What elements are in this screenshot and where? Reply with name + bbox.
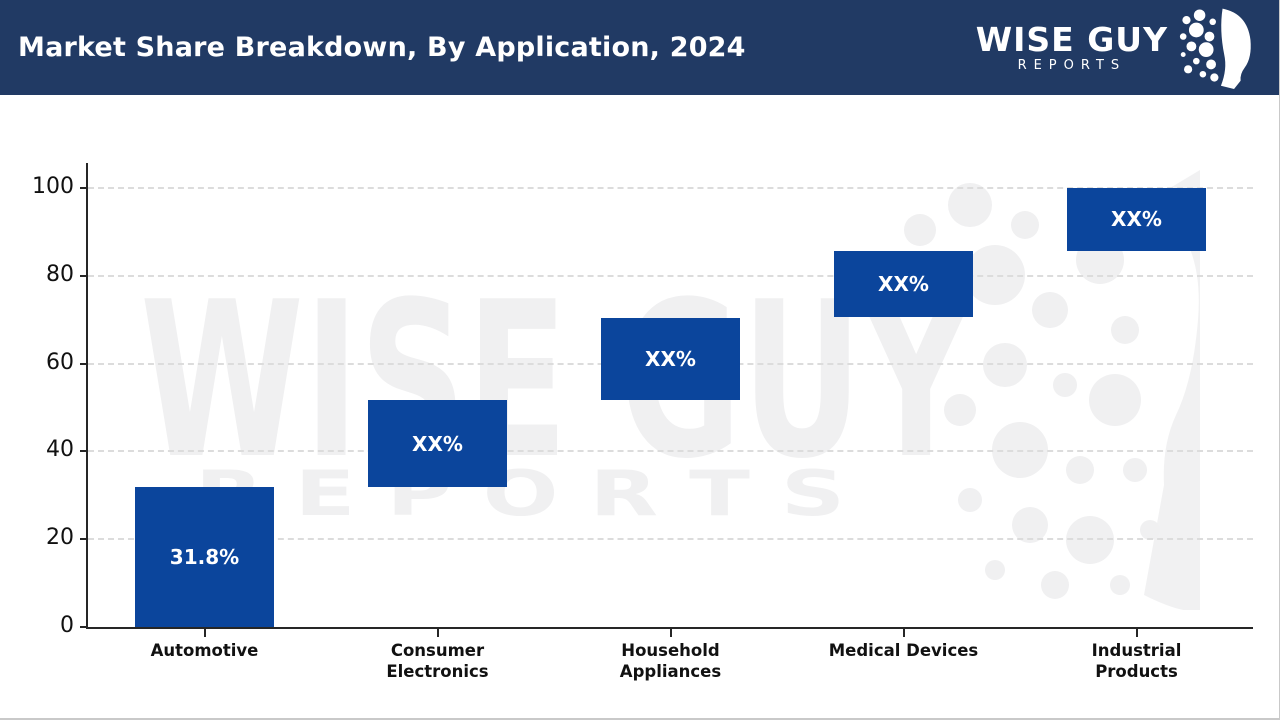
- x-category-label: Industrial Products: [1091, 641, 1182, 681]
- bar-industrial-products: XX%: [1067, 188, 1206, 251]
- y-tick-mark: [80, 538, 88, 541]
- bar-value-label: XX%: [1111, 207, 1162, 232]
- gridline-y100: [88, 187, 1253, 189]
- bar-value-label: 31.8%: [169, 545, 240, 570]
- bar-automotive: 31.8%: [135, 487, 274, 627]
- bar-value-label: XX%: [878, 271, 929, 296]
- y-tick-label: 80: [46, 261, 74, 287]
- x-tick-mark: [203, 629, 206, 637]
- bar-household-appliances: XX%: [601, 317, 740, 400]
- y-tick-label: 60: [46, 349, 74, 375]
- y-tick-label: 20: [46, 525, 74, 551]
- x-category-label: Automotive: [150, 641, 259, 660]
- brand-logo-text: WISE GUY REPORTS: [976, 23, 1168, 72]
- page-title: Market Share Breakdown, By Application, …: [18, 32, 746, 63]
- bar-value-label: XX%: [412, 431, 463, 456]
- y-tick-mark: [80, 450, 88, 453]
- x-category-label: Consumer Electronics: [386, 641, 489, 681]
- x-axis-line: [86, 627, 1253, 629]
- y-axis-line: [86, 163, 88, 629]
- brand-face-icon: [1179, 8, 1251, 89]
- x-category-label: Household Appliances: [619, 641, 722, 681]
- header-bar: Market Share Breakdown, By Application, …: [0, 0, 1279, 95]
- x-tick-mark: [669, 629, 672, 637]
- x-tick-mark: [436, 629, 439, 637]
- x-category-label: Medical Devices: [828, 641, 979, 660]
- bar-medical-devices: XX%: [834, 250, 973, 317]
- brand-subtitle: REPORTS: [1017, 58, 1127, 73]
- bar-value-label: XX%: [645, 346, 696, 371]
- y-tick-label: 100: [32, 174, 74, 199]
- y-tick-mark: [80, 362, 88, 365]
- brand-logo: WISE GUY REPORTS: [976, 7, 1258, 89]
- y-tick-label: 0: [60, 613, 74, 638]
- y-tick-mark: [80, 274, 88, 277]
- gridline-y40: [88, 450, 1253, 453]
- x-tick-mark: [902, 629, 905, 637]
- y-tick-mark: [80, 626, 88, 628]
- brand-name: WISE GUY: [975, 20, 1168, 59]
- gridline-y80: [88, 274, 1253, 277]
- x-tick-mark: [1135, 629, 1138, 637]
- gridline-y20: [88, 538, 1253, 541]
- y-tick-label: 40: [46, 437, 74, 463]
- bar-consumer-electronics: XX%: [368, 400, 507, 488]
- y-tick-mark: [80, 187, 88, 189]
